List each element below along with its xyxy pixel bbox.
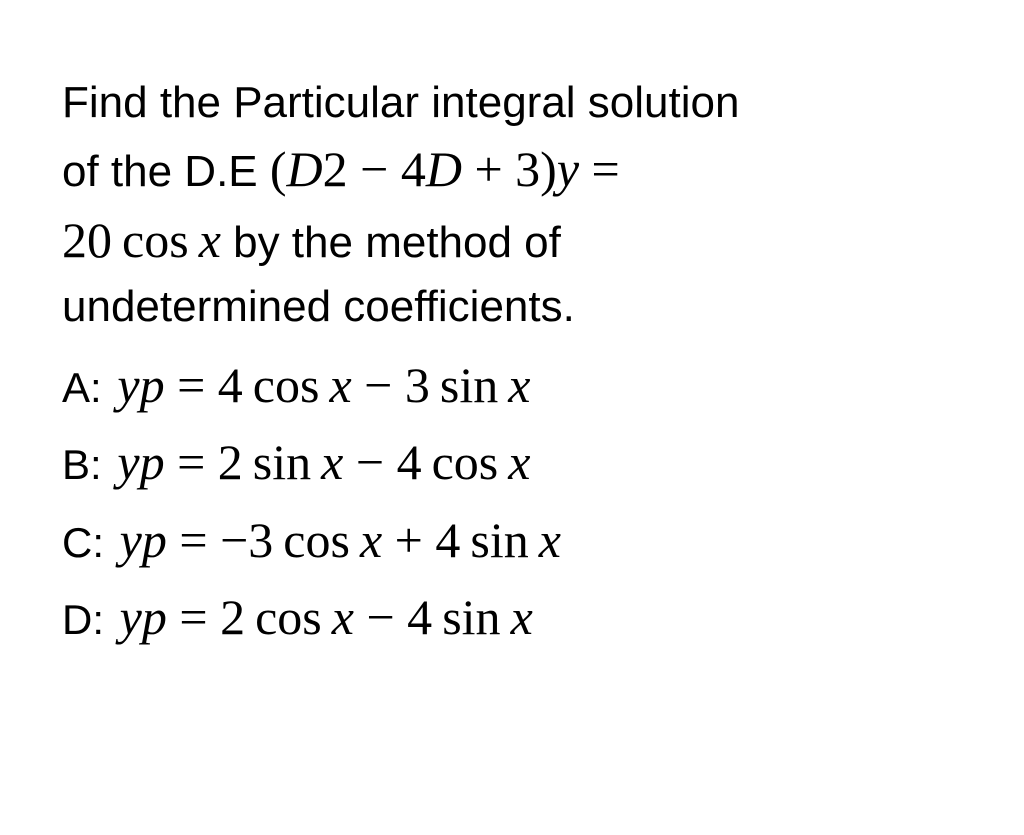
question-line3-suffix: by the method of xyxy=(221,218,561,267)
question-equation: (D2 − 4D + 3)y = xyxy=(270,141,620,197)
option-letter-c: C: xyxy=(62,519,116,566)
option-d: D: yp = 2 cos x − 4 sin x xyxy=(62,579,962,657)
options-list: A: yp = 4 cos x − 3 sin x B: yp = 2 sin … xyxy=(62,347,962,657)
question-line4: undetermined coefficients. xyxy=(62,282,575,331)
option-a: A: yp = 4 cos x − 3 sin x xyxy=(62,347,962,425)
option-letter-a: A: xyxy=(62,364,113,411)
option-math-c: yp = −3 cos x + 4 sin x xyxy=(120,512,561,568)
option-math-d: yp = 2 cos x − 4 sin x xyxy=(120,589,533,645)
option-letter-b: B: xyxy=(62,441,113,488)
option-letter-d: D: xyxy=(62,596,116,643)
question-line1: Find the Particular integral solution xyxy=(62,78,739,127)
question-text: Find the Particular integral solution of… xyxy=(62,72,962,339)
option-c: C: yp = −3 cos x + 4 sin x xyxy=(62,502,962,580)
option-math-a: yp = 4 cos x − 3 sin x xyxy=(117,357,530,413)
option-b: B: yp = 2 sin x − 4 cos x xyxy=(62,424,962,502)
option-math-b: yp = 2 sin x − 4 cos x xyxy=(117,434,530,490)
page: Find the Particular integral solution of… xyxy=(0,0,1024,697)
question-rhs: 20 cos x xyxy=(62,212,221,268)
question-line2-prefix: of the D.E xyxy=(62,147,270,196)
